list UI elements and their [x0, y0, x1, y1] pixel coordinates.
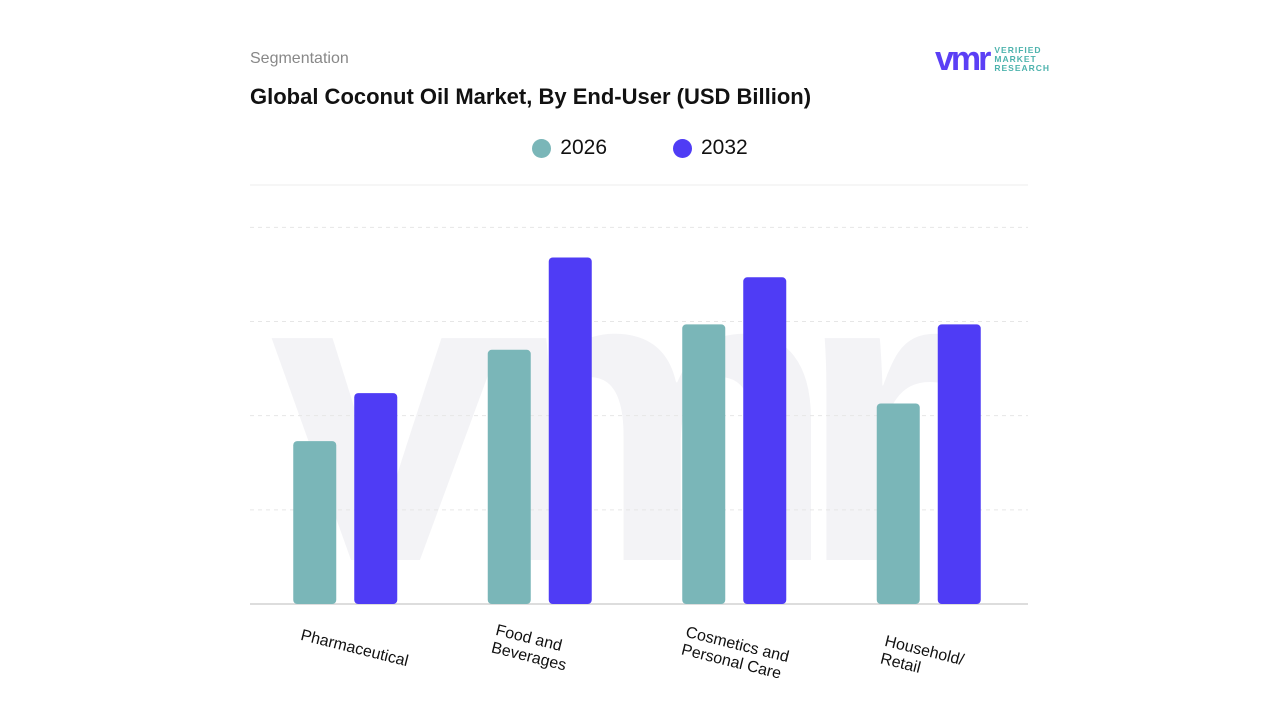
bar-2032-1	[548, 257, 592, 604]
bar-2026-0	[293, 441, 337, 604]
logo-mark: vmr	[935, 40, 991, 78]
vmr-logo: vmr VERIFIED MARKET RESEARCH	[935, 40, 1051, 78]
legend-swatch	[532, 138, 552, 158]
legend-label: 2032	[701, 136, 748, 159]
bar-2026-1	[487, 349, 531, 604]
logo-line: VERIFIED	[994, 44, 1042, 55]
bar-2026-2	[682, 324, 726, 604]
logo-line: MARKET	[994, 53, 1037, 64]
bar-2026-3	[876, 403, 920, 604]
bar-2032-3	[937, 324, 981, 604]
legend-label: 2026	[560, 136, 607, 159]
legend-item-2032: 2032	[673, 136, 748, 160]
chart-title: Global Coconut Oil Market, By End-User (…	[250, 84, 812, 109]
segment-label: Segmentation	[250, 50, 349, 67]
bar-2032-0	[354, 393, 398, 604]
legend: 2026 2032	[0, 136, 1280, 160]
logo-line: RESEARCH	[994, 62, 1051, 73]
legend-item-2026: 2026	[532, 136, 607, 160]
legend-swatch	[673, 138, 692, 158]
bar-2032-2	[743, 277, 787, 604]
